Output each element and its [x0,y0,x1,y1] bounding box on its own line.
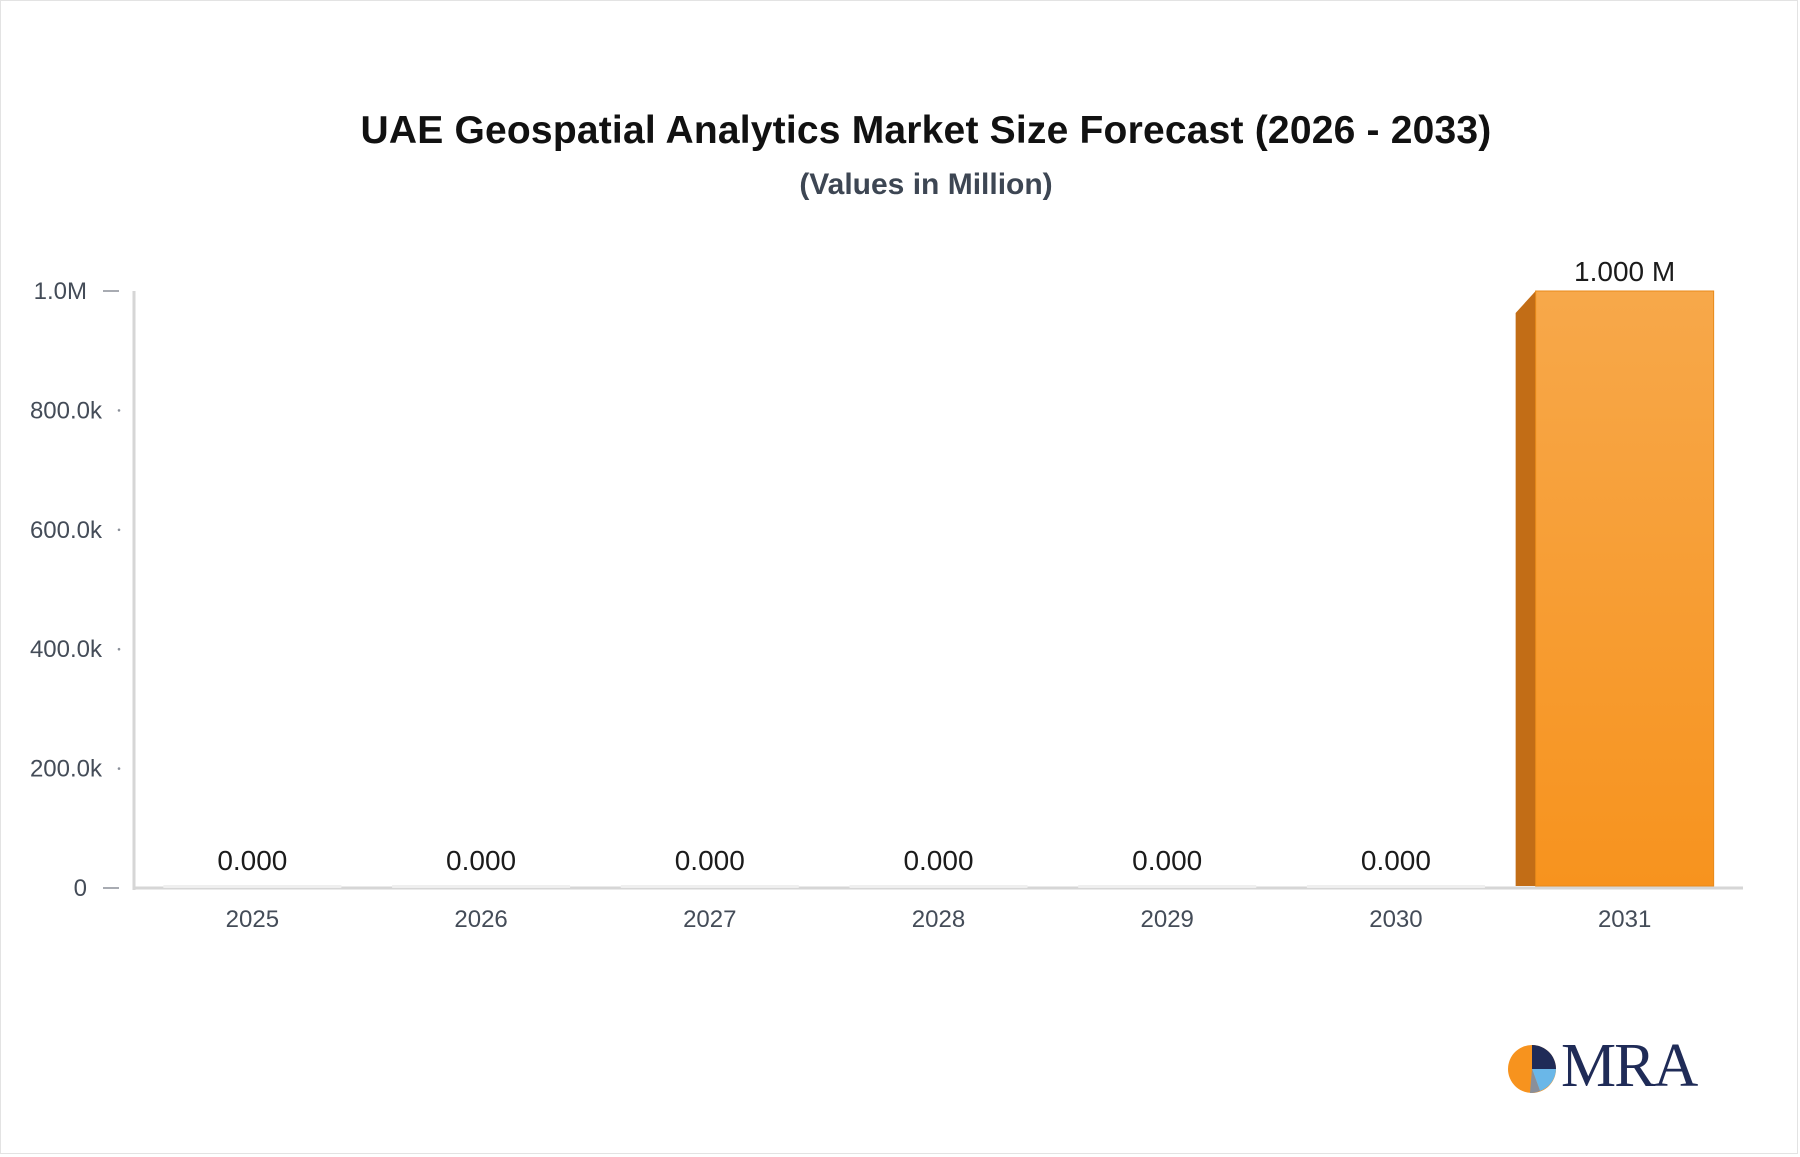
y-tick-mark [117,409,121,412]
x-tick-label: 2030 [1369,906,1422,933]
data-labels: 0.000 0.000 0.000 0.000 0.000 0.000 1.000 M [217,256,1675,876]
bar [163,885,342,888]
x-axis: 2025 2026 2027 2028 2029 2030 2031 [134,886,1743,933]
data-label: 0.000 [446,845,516,876]
y-tick-label: 200.0k [30,756,103,783]
mra-logo: MRA [1506,1035,1698,1101]
bar [849,885,1028,888]
x-tick-label: 2025 [226,906,279,933]
data-label: 0.000 [903,845,973,876]
x-tick-label: 2026 [454,906,507,933]
y-tick-mark [117,767,121,770]
data-label: 0.000 [1132,845,1202,876]
y-tick-label: 800.0k [30,397,103,424]
bar [1306,885,1485,888]
bars [163,290,1715,888]
bar [392,885,571,888]
data-label: 0.000 [217,845,287,876]
x-tick-label: 2031 [1598,906,1651,933]
x-tick-label: 2029 [1141,906,1194,933]
bar [1535,290,1715,887]
y-tick-label: 400.0k [30,636,103,663]
y-tick-mark [117,528,121,532]
y-tick-mark [117,647,121,651]
chart-title: UAE Geospatial Analytics Market Size For… [360,109,1492,152]
data-label: 0.000 [675,845,745,876]
y-tick-label: 0 [74,875,87,902]
chart-subtitle: (Values in Million) [799,168,1053,201]
logo-pie-icon [1508,1045,1556,1094]
bar [620,885,799,888]
x-tick-label: 2028 [912,906,965,933]
y-tick-label: 1.0M [34,278,87,305]
bar [1078,885,1257,888]
data-label: 0.000 [1361,845,1431,876]
y-axis: 0 200.0k 400.0k 600.0k 800.0k 1.0M [30,278,136,902]
logo-text: MRA [1561,1032,1698,1100]
y-tick-label: 600.0k [30,517,103,544]
x-tick-label: 2027 [683,906,736,933]
bar-side [1515,291,1536,886]
data-label: 1.000 M [1574,256,1675,287]
